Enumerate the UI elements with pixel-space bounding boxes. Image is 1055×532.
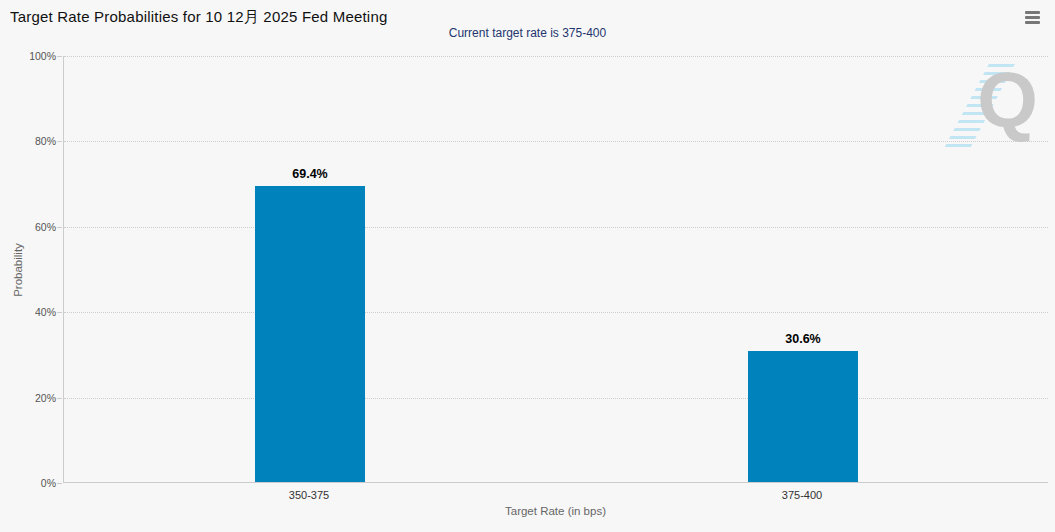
- y-axis-tick-label: 20%: [0, 392, 56, 404]
- gridline: [64, 398, 1048, 399]
- watermark-q-icon: Q: [977, 54, 1038, 146]
- x-axis-category-label: 350-375: [249, 489, 369, 501]
- probability-bar-375-400[interactable]: [748, 351, 858, 482]
- y-axis-tick: [57, 56, 62, 57]
- y-axis-tick-label: 40%: [0, 306, 56, 318]
- y-axis-tick: [57, 312, 62, 313]
- menu-bar: [1025, 21, 1040, 24]
- gridline: [64, 227, 1048, 228]
- y-axis-tick-label: 0%: [0, 477, 56, 489]
- y-axis-title: Probability: [12, 235, 24, 305]
- probability-bar-350-375[interactable]: [255, 186, 365, 482]
- watermark-flash-icon: [943, 64, 1015, 150]
- y-axis-tick-label: 80%: [0, 135, 56, 147]
- bar-value-label: 30.6%: [743, 332, 863, 346]
- y-axis-tick: [57, 227, 62, 228]
- x-axis-category-label: 375-400: [742, 489, 862, 501]
- y-axis-tick-label: 60%: [0, 221, 56, 233]
- fed-meeting-probability-chart: Target Rate Probabilities for 10 12月 202…: [0, 0, 1055, 532]
- x-axis-title: Target Rate (in bps): [63, 505, 1048, 517]
- gridline: [64, 312, 1048, 313]
- plot-area: Q 69.4% 30.6%: [63, 56, 1048, 483]
- chart-title: Target Rate Probabilities for 10 12月 202…: [10, 8, 387, 27]
- chart-subtitle: Current target rate is 375-400: [0, 26, 1055, 40]
- gridline: [64, 56, 1048, 57]
- y-axis-tick-label: 100%: [0, 50, 56, 62]
- y-axis-tick: [57, 398, 62, 399]
- gridline: [64, 141, 1048, 142]
- y-axis-tick: [57, 483, 62, 484]
- menu-bar: [1025, 11, 1040, 14]
- menu-bar: [1025, 16, 1040, 19]
- y-axis-tick: [57, 141, 62, 142]
- hamburger-menu-icon[interactable]: [1019, 6, 1045, 28]
- quikstrike-watermark: Q: [952, 60, 1042, 152]
- bar-value-label: 69.4%: [250, 167, 370, 181]
